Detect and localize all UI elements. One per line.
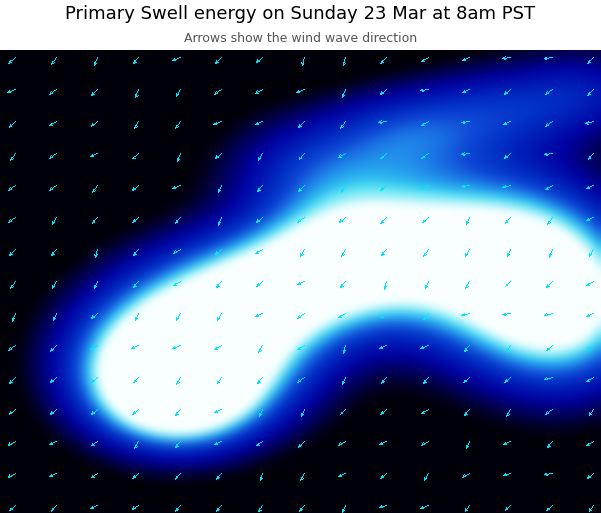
Text: Arrows show the wind wave direction: Arrows show the wind wave direction [184,32,417,46]
Text: Primary Swell energy on Sunday 23 Mar at 8am PST: Primary Swell energy on Sunday 23 Mar at… [66,5,535,23]
